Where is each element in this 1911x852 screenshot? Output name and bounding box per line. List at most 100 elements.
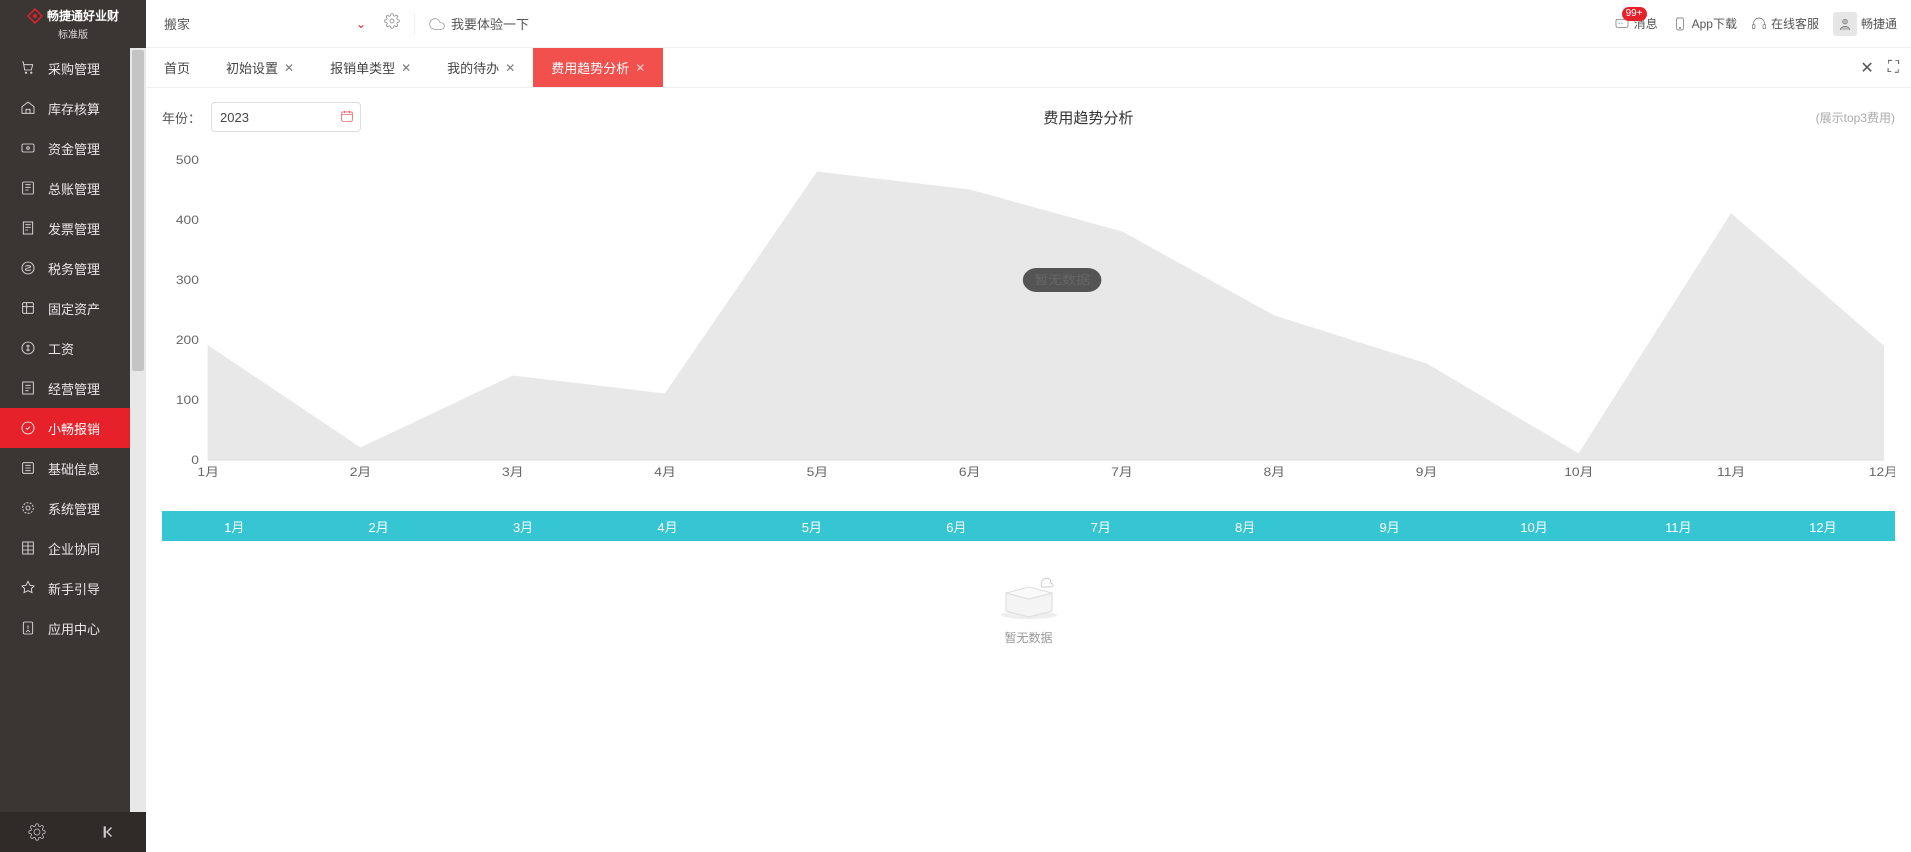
fullscreen-icon[interactable]: ⛶ [1888, 59, 1899, 77]
month-cell[interactable]: 10月 [1462, 517, 1606, 536]
sidebar-item-label: 资金管理 [48, 139, 100, 158]
sidebar-item-label: 应用中心 [48, 619, 100, 638]
sidebar-item-label: 工资 [48, 339, 74, 358]
info-icon [20, 460, 36, 476]
collapse-icon[interactable] [101, 823, 119, 841]
sidebar-item-label: 经营管理 [48, 379, 100, 398]
sidebar-item-appcenter[interactable]: 应用中心 [0, 608, 130, 648]
svg-text:3月: 3月 [502, 465, 524, 479]
cart-icon [20, 60, 36, 76]
month-cell[interactable]: 9月 [1317, 517, 1461, 536]
svg-text:11月: 11月 [1717, 465, 1745, 479]
sidebar-item-cart[interactable]: 采购管理 [0, 48, 130, 88]
chart-title: 费用趋势分析 [371, 107, 1806, 128]
appcenter-icon [20, 620, 36, 636]
month-cell[interactable]: 1月 [162, 517, 306, 536]
house-icon [20, 100, 36, 116]
sidebar-item-label: 总账管理 [48, 179, 100, 198]
avatar-icon [1833, 12, 1857, 36]
settings-icon[interactable] [28, 823, 46, 841]
svg-text:2月: 2月 [350, 465, 372, 479]
close-all-tabs-icon[interactable]: ✕ [1860, 58, 1873, 78]
sidebar-item-label: 企业协同 [48, 539, 100, 558]
chart-note: (展示top3费用) [1816, 109, 1895, 126]
sidebar-item-label: 库存核算 [48, 99, 100, 118]
app-label: App下载 [1692, 15, 1737, 32]
tab[interactable]: 报销单类型✕ [312, 48, 429, 87]
month-cell[interactable]: 8月 [1173, 517, 1317, 536]
month-cell[interactable]: 4月 [595, 517, 739, 536]
sidebar-nav: 采购管理库存核算资金管理总账管理发票管理税务管理固定资产工资经营管理小畅报销基础… [0, 48, 130, 812]
sidebar-item-guide[interactable]: 新手引导 [0, 568, 130, 608]
sidebar-item-asset[interactable]: 固定资产 [0, 288, 130, 328]
month-cell[interactable]: 5月 [740, 517, 884, 536]
report-icon [20, 380, 36, 396]
svg-text:4月: 4月 [654, 465, 676, 479]
org-selector[interactable]: 搬家 ⌄ [160, 14, 370, 33]
tab[interactable]: 首页 [146, 48, 208, 87]
cloud-icon [429, 16, 445, 32]
svg-text:6月: 6月 [959, 465, 981, 479]
close-icon[interactable]: ✕ [401, 61, 411, 75]
user-menu[interactable]: 畅捷通 [1833, 12, 1897, 36]
sidebar-item-ledger[interactable]: 总账管理 [0, 168, 130, 208]
org-selector-value: 搬家 [164, 14, 190, 33]
tab[interactable]: 初始设置✕ [208, 48, 312, 87]
messages-button[interactable]: 99+ 消息 [1614, 15, 1658, 32]
customer-service-button[interactable]: 在线客服 [1751, 15, 1819, 32]
brand-edition: 标准版 [58, 26, 88, 41]
month-cell[interactable]: 6月 [884, 517, 1028, 536]
sidebar-item-money[interactable]: 资金管理 [0, 128, 130, 168]
sidebar-item-house[interactable]: 库存核算 [0, 88, 130, 128]
svg-text:暂无数据: 暂无数据 [1034, 273, 1089, 287]
sidebar-item-enterprise[interactable]: 企业协同 [0, 528, 130, 568]
tab-label: 我的待办 [447, 58, 499, 77]
brand-name: 畅捷通好业财 [47, 7, 119, 24]
svg-text:12月: 12月 [1869, 465, 1895, 479]
gear-icon[interactable] [384, 13, 400, 34]
system-icon [20, 500, 36, 516]
app-download-button[interactable]: App下载 [1672, 15, 1737, 32]
sidebar-item-label: 新手引导 [48, 579, 100, 598]
sidebar-item-reimburse[interactable]: 小畅报销 [0, 408, 130, 448]
svg-text:100: 100 [176, 393, 199, 407]
svg-text:9月: 9月 [1416, 465, 1438, 479]
empty-box-icon [994, 571, 1064, 621]
month-cell[interactable]: 2月 [306, 517, 450, 536]
try-experience-button[interactable]: 我要体验一下 [429, 14, 529, 33]
logo-icon [27, 8, 43, 24]
sidebar-item-system[interactable]: 系统管理 [0, 488, 130, 528]
close-icon[interactable]: ✕ [505, 61, 515, 75]
svg-text:10月: 10月 [1564, 465, 1593, 479]
sidebar-item-wage[interactable]: 工资 [0, 328, 130, 368]
tax-icon [20, 260, 36, 276]
tab-label: 首页 [164, 58, 190, 77]
svg-text:400: 400 [176, 213, 199, 227]
topbar: 搬家 ⌄ 我要体验一下 99+ 消息 App下载 在线客服 畅捷通 [146, 0, 1911, 48]
svg-text:1月: 1月 [197, 465, 219, 479]
sidebar-item-report[interactable]: 经营管理 [0, 368, 130, 408]
sidebar-item-label: 固定资产 [48, 299, 100, 318]
svg-text:8月: 8月 [1263, 465, 1285, 479]
close-icon[interactable]: ✕ [284, 61, 294, 75]
sidebar-scrollbar[interactable] [130, 48, 146, 812]
month-cell[interactable]: 11月 [1606, 517, 1750, 536]
month-cell[interactable]: 7月 [1029, 517, 1173, 536]
month-cell[interactable]: 12月 [1751, 517, 1895, 536]
wage-icon [20, 340, 36, 356]
brand-logo: 畅捷通好业财 标准版 [0, 0, 146, 48]
sidebar-item-info[interactable]: 基础信息 [0, 448, 130, 488]
close-icon[interactable]: ✕ [635, 61, 645, 75]
sidebar-item-invoice[interactable]: 发票管理 [0, 208, 130, 248]
tab[interactable]: 我的待办 ✕ [429, 48, 533, 87]
chart-header: 年份： 2023 费用趋势分析 (展示top3费用) [146, 88, 1911, 142]
headset-icon [1751, 16, 1767, 32]
money-icon [20, 140, 36, 156]
year-value: 2023 [220, 110, 249, 125]
sidebar-item-label: 基础信息 [48, 459, 100, 478]
month-cell[interactable]: 3月 [451, 517, 595, 536]
tab[interactable]: 费用趋势分析✕ [533, 48, 663, 87]
sidebar-item-tax[interactable]: 税务管理 [0, 248, 130, 288]
expense-trend-chart: 01002003004005001月2月3月4月5月6月7月8月9月10月11月… [162, 150, 1895, 490]
year-picker[interactable]: 2023 [211, 102, 361, 132]
